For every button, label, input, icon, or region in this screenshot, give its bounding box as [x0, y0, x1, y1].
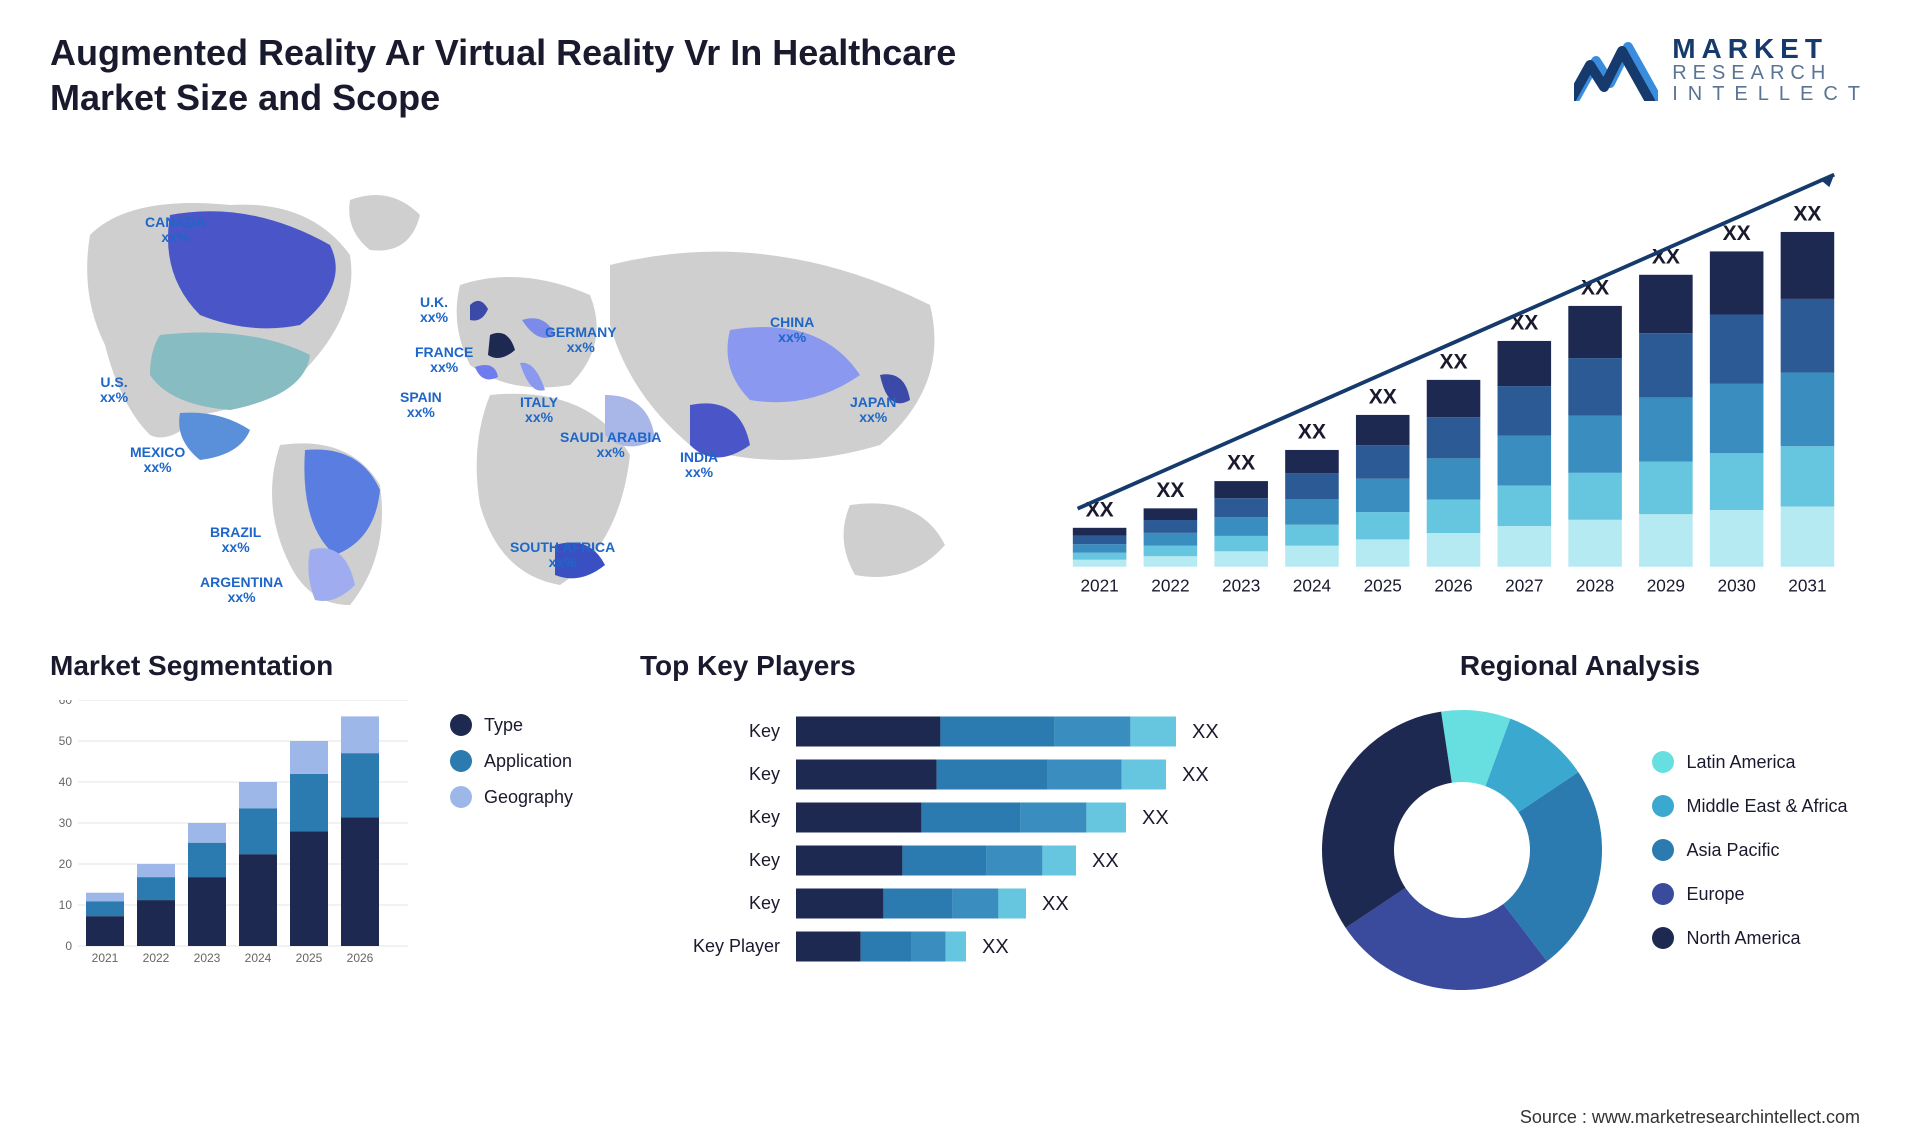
map-label-argentina: ARGENTINAxx%: [200, 575, 283, 606]
svg-text:40: 40: [59, 775, 73, 789]
key-player-label: Key: [640, 710, 780, 753]
svg-text:2022: 2022: [143, 951, 170, 965]
map-label-spain: SPAINxx%: [400, 390, 442, 421]
map-label-saudi-arabia: SAUDI ARABIAxx%: [560, 430, 661, 461]
svg-text:2028: 2028: [1576, 576, 1614, 596]
svg-text:2024: 2024: [1293, 576, 1332, 596]
svg-text:2021: 2021: [92, 951, 119, 965]
svg-text:XX: XX: [1192, 721, 1219, 743]
key-player-label: Key: [640, 839, 780, 882]
svg-text:XX: XX: [1092, 850, 1119, 872]
svg-text:XX: XX: [1298, 420, 1326, 443]
segmentation-panel: Market Segmentation 0 10 20 30 40 50 60 2021 202…: [50, 650, 610, 1000]
svg-text:2025: 2025: [296, 951, 323, 965]
segmentation-title: Market Segmentation: [50, 650, 610, 682]
svg-text:XX: XX: [1156, 479, 1184, 502]
map-label-mexico: MEXICOxx%: [130, 445, 185, 476]
svg-text:XX: XX: [1723, 222, 1751, 245]
svg-text:XX: XX: [982, 936, 1009, 958]
svg-text:2021: 2021: [1080, 576, 1118, 596]
svg-text:2031: 2031: [1788, 576, 1826, 596]
key-players-chart: XX XX XX XX XX XX: [796, 710, 1256, 980]
brand-logo: MARKET RESEARCH INTELLECT: [1574, 34, 1870, 105]
brand-text-2: RESEARCH: [1672, 63, 1870, 84]
svg-text:XX: XX: [1182, 764, 1209, 786]
key-player-label: Key: [640, 796, 780, 839]
region-legend-latin-america: Latin America: [1652, 751, 1847, 773]
svg-text:XX: XX: [1369, 385, 1397, 408]
key-player-label: Key: [640, 753, 780, 796]
brand-text-3: INTELLECT: [1672, 84, 1870, 105]
svg-text:60: 60: [59, 700, 73, 707]
region-legend-asia-pacific: Asia Pacific: [1652, 839, 1847, 861]
svg-text:20: 20: [59, 857, 73, 871]
svg-text:2026: 2026: [1434, 576, 1472, 596]
key-players-panel: Top Key Players KeyKeyKeyKeyKeyKey Playe…: [640, 650, 1260, 1000]
svg-text:XX: XX: [1227, 452, 1255, 475]
seg-legend-application: Application: [450, 750, 573, 772]
map-label-japan: JAPANxx%: [850, 395, 896, 426]
svg-text:2026: 2026: [347, 951, 374, 965]
map-label-u-k-: U.K.xx%: [420, 295, 448, 326]
map-label-south-africa: SOUTH AFRICAxx%: [510, 540, 615, 571]
svg-text:2030: 2030: [1718, 576, 1756, 596]
world-map: CANADAxx% U.S.xx% MEXICOxx% BRAZILxx% ARGENT…: [50, 145, 1030, 605]
map-label-canada: CANADAxx%: [145, 215, 206, 246]
svg-text:2022: 2022: [1151, 576, 1189, 596]
svg-text:2029: 2029: [1647, 576, 1685, 596]
growth-chart: XX 2021 XX 2022 XX 2023 XX 2024 XX 2025 XX 2026 XX 20…: [1060, 145, 1870, 605]
map-label-india: INDIAxx%: [680, 450, 718, 481]
brand-text-1: MARKET: [1672, 34, 1870, 63]
svg-text:XX: XX: [1793, 202, 1821, 225]
svg-text:2024: 2024: [245, 951, 272, 965]
svg-text:2025: 2025: [1364, 576, 1402, 596]
map-label-brazil: BRAZILxx%: [210, 525, 261, 556]
segmentation-chart: 0 10 20 30 40 50 60 2021 2022 2023 2024 2025 2026: [50, 700, 410, 1000]
map-label-france: FRANCExx%: [415, 345, 473, 376]
svg-text:30: 30: [59, 816, 73, 830]
region-legend-europe: Europe: [1652, 883, 1847, 905]
region-legend-north-america: North America: [1652, 927, 1847, 949]
seg-legend-type: Type: [450, 714, 573, 736]
svg-text:10: 10: [59, 898, 73, 912]
regional-panel: Regional Analysis Latin America Middle Ea…: [1290, 650, 1870, 1000]
svg-text:XX: XX: [1142, 807, 1169, 829]
segmentation-legend: Type Application Geography: [450, 700, 573, 808]
map-label-germany: GERMANYxx%: [545, 325, 617, 356]
svg-text:2027: 2027: [1505, 576, 1543, 596]
regional-legend: Latin America Middle East & Africa Asia Pa…: [1652, 751, 1847, 949]
svg-text:2023: 2023: [194, 951, 221, 965]
seg-legend-geography: Geography: [450, 786, 573, 808]
svg-text:50: 50: [59, 734, 73, 748]
map-label-italy: ITALYxx%: [520, 395, 558, 426]
key-players-labels: KeyKeyKeyKeyKeyKey Player: [640, 710, 780, 968]
region-legend-middle-east-africa: Middle East & Africa: [1652, 795, 1847, 817]
regional-donut: [1312, 700, 1612, 1000]
svg-text:0: 0: [65, 939, 72, 953]
svg-text:2023: 2023: [1222, 576, 1260, 596]
key-player-label: Key Player: [640, 925, 780, 968]
svg-text:XX: XX: [1042, 893, 1069, 915]
regional-title: Regional Analysis: [1290, 650, 1870, 682]
key-players-title: Top Key Players: [640, 650, 1260, 682]
map-label-u-s-: U.S.xx%: [100, 375, 128, 406]
source-line: Source : www.marketresearchintellect.com: [1520, 1107, 1860, 1128]
key-player-label: Key: [640, 882, 780, 925]
brand-logo-icon: [1574, 39, 1658, 101]
page-title: Augmented Reality Ar Virtual Reality Vr …: [50, 30, 1030, 120]
map-label-china: CHINAxx%: [770, 315, 814, 346]
svg-text:XX: XX: [1439, 350, 1467, 373]
